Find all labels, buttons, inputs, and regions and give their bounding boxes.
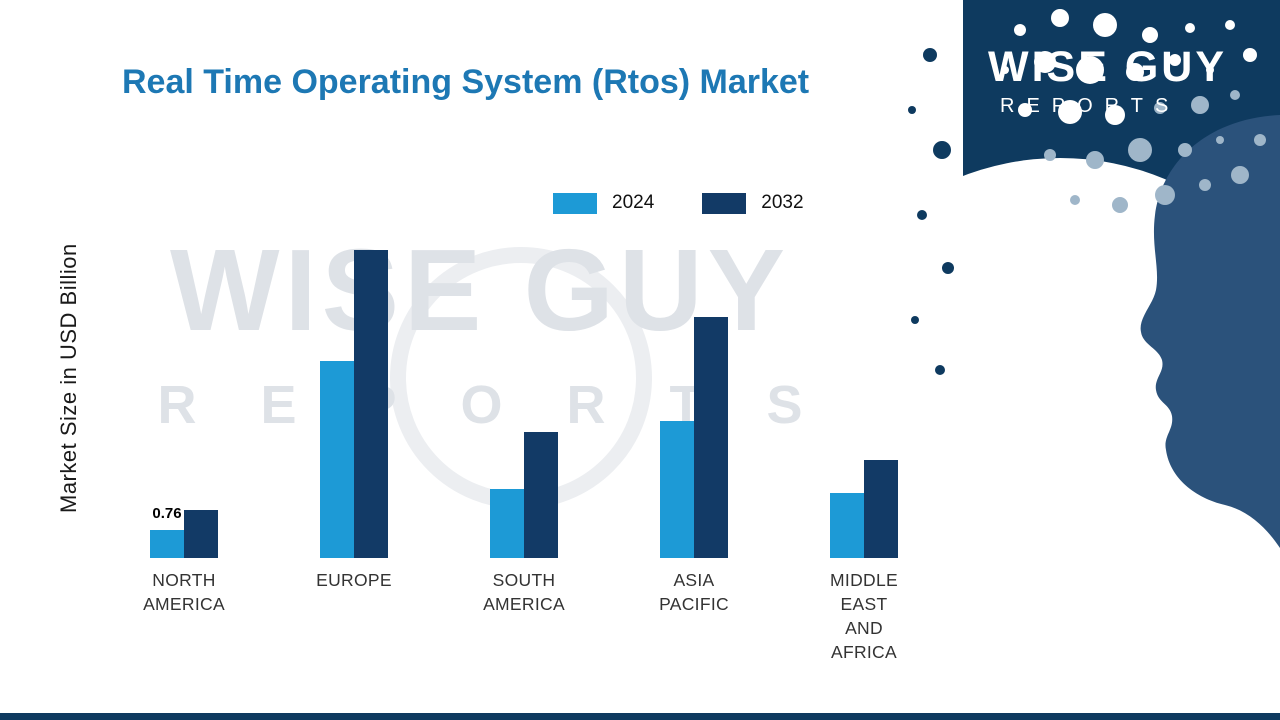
- bar-pair: 0.76: [150, 505, 218, 558]
- legend-label-2024: 2024: [612, 192, 655, 213]
- category-label-asia-pacific: ASIA PACIFIC: [659, 570, 729, 615]
- logo: WISE GUY REPORTS: [988, 43, 1228, 118]
- dots-pattern-muted: [1044, 90, 1266, 213]
- bar-2032-south-america: [524, 432, 558, 558]
- category-label-south-america: SOUTH AMERICA: [483, 570, 565, 615]
- logo-wise-guy: WISE GUY: [988, 43, 1228, 91]
- y-axis-label: Market Size in USD Billion: [56, 243, 81, 513]
- dots-pattern-light: [1001, 9, 1257, 125]
- bar-group-europe: EUROPE: [316, 218, 392, 590]
- brand-graphic: [900, 0, 1280, 600]
- bar-2032-europe: [354, 250, 388, 558]
- page-title: Real Time Operating System (Rtos) Market: [122, 62, 810, 101]
- legend-label-2032: 2032: [761, 192, 804, 213]
- bar-2024-middle-east-and-africa: [830, 493, 864, 558]
- category-label-europe: EUROPE: [316, 570, 392, 590]
- watermark-wise-guy: WISE GUY: [169, 225, 791, 355]
- legend: 2024 2032: [553, 192, 804, 214]
- bar-2024-europe: [320, 361, 354, 558]
- face-profile-icon: [1140, 115, 1280, 548]
- bottom-bar: [0, 713, 1280, 720]
- bar-chart: 0.76 NORTH AMERICA EUROPE SOUTH AMERICA ASIA PA…: [143, 218, 898, 662]
- category-label-middle-east-and-africa: MIDDLE EAST AND AFRICA: [830, 570, 898, 663]
- legend-swatch-2032: [702, 192, 747, 214]
- bar-pair: [320, 250, 388, 558]
- bar-pair: [830, 460, 898, 558]
- bar-2024-north-america: 0.76: [150, 505, 184, 558]
- category-label-north-america: NORTH AMERICA: [143, 570, 225, 615]
- bar-pair: [660, 317, 728, 558]
- bar-2024-south-america: [490, 489, 524, 558]
- bar-pair: [490, 432, 558, 558]
- bar-group-south-america: SOUTH AMERICA: [483, 218, 565, 614]
- dots-pattern-dark: [908, 48, 954, 375]
- bar-group-asia-pacific: ASIA PACIFIC: [659, 218, 729, 614]
- bar-2024-asia-pacific: [660, 421, 694, 558]
- bar-2032-middle-east-and-africa: [864, 460, 898, 558]
- legend-swatch-2024: [553, 192, 597, 214]
- bar-2032-north-america: [184, 510, 218, 558]
- bar-group-middle-east-and-africa: MIDDLE EAST AND AFRICA: [830, 218, 898, 662]
- data-label: 0.76: [152, 505, 182, 522]
- legend-item-2032: 2032: [702, 192, 804, 214]
- legend-item-2024: 2024: [553, 192, 654, 214]
- bar-group-north-america: 0.76 NORTH AMERICA: [143, 218, 225, 614]
- logo-reports: REPORTS: [1000, 95, 1181, 118]
- bar-2032-asia-pacific: [694, 317, 728, 558]
